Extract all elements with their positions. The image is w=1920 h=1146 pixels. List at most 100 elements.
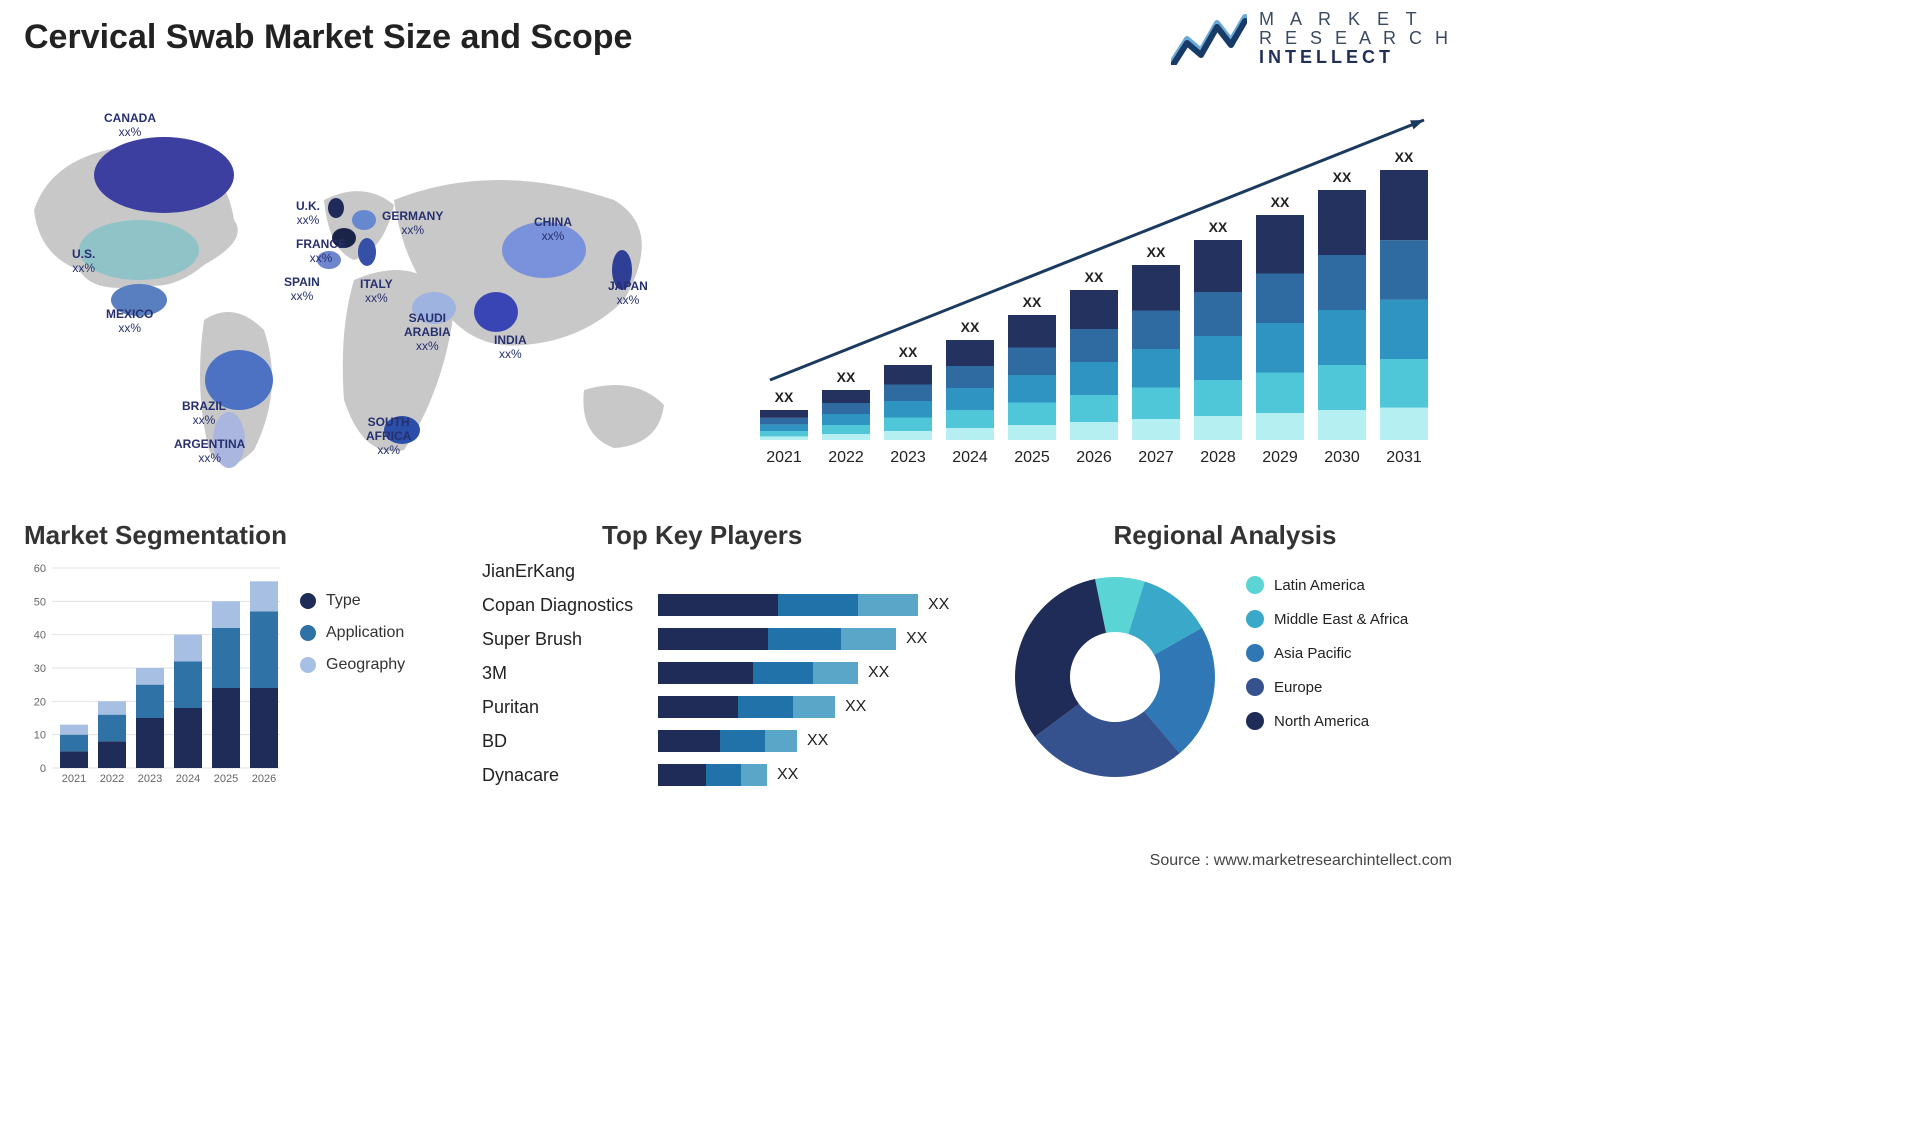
svg-text:XX: XX	[775, 389, 794, 405]
svg-text:2030: 2030	[1324, 449, 1360, 466]
player-name: JianErKang	[482, 561, 658, 582]
svg-text:2025: 2025	[1014, 449, 1050, 466]
players-heading-wrap: Top Key Players	[482, 520, 982, 551]
svg-text:0: 0	[40, 763, 46, 775]
regional-legend: Latin America Middle East & Africa Asia Pa…	[1246, 576, 1408, 746]
legend-label: Asia Pacific	[1274, 645, 1352, 662]
legend-dot-icon	[1246, 644, 1264, 662]
svg-text:2023: 2023	[890, 449, 926, 466]
legend-dot-icon	[1246, 678, 1264, 696]
player-row: Puritan XX	[482, 690, 982, 724]
svg-text:2021: 2021	[766, 449, 802, 466]
segmentation-heading: Market Segmentation	[24, 520, 464, 551]
player-value: XX	[906, 630, 927, 648]
map-label: FRANCExx%	[296, 238, 346, 266]
legend-label: Application	[326, 624, 404, 642]
legend-item: Asia Pacific	[1246, 644, 1408, 662]
map-label: U.S.xx%	[72, 248, 95, 276]
svg-text:2026: 2026	[1076, 449, 1112, 466]
map-label: U.K.xx%	[296, 200, 320, 228]
player-name: Puritan	[482, 697, 658, 718]
svg-text:2029: 2029	[1262, 449, 1298, 466]
logo-mark-icon	[1171, 11, 1247, 65]
regional-heading-wrap: Regional Analysis	[1000, 520, 1450, 551]
map-label: BRAZILxx%	[182, 400, 226, 428]
regional-donut	[1000, 562, 1230, 792]
brand-logo: M A R K E T R E S E A R C H INTELLECT	[1171, 10, 1452, 67]
svg-text:2028: 2028	[1200, 449, 1236, 466]
seg-title: Market Segmentation	[24, 520, 464, 551]
legend-dot-icon	[300, 625, 316, 641]
svg-text:20: 20	[34, 696, 46, 708]
player-row: BD XX	[482, 724, 982, 758]
page-title: Cervical Swab Market Size and Scope	[24, 18, 632, 57]
svg-text:10: 10	[34, 730, 46, 742]
logo-line3: INTELLECT	[1259, 48, 1452, 67]
player-name: Super Brush	[482, 629, 658, 650]
segmentation-chart: 0102030405060202120222023202420252026	[24, 560, 284, 790]
svg-text:XX: XX	[1209, 219, 1228, 235]
svg-text:2021: 2021	[62, 773, 86, 785]
map-label: CANADAxx%	[104, 112, 156, 140]
logo-line2: R E S E A R C H	[1259, 29, 1452, 48]
legend-label: North America	[1274, 713, 1369, 730]
svg-text:30: 30	[34, 663, 46, 675]
player-name: Dynacare	[482, 765, 658, 786]
legend-label: Europe	[1274, 679, 1322, 696]
map-label: JAPANxx%	[608, 280, 648, 308]
legend-label: Geography	[326, 656, 405, 674]
regional-heading: Regional Analysis	[1000, 520, 1450, 551]
player-row: Dynacare XX	[482, 758, 982, 792]
map-label: GERMANYxx%	[382, 210, 443, 238]
legend-item: Latin America	[1246, 576, 1408, 594]
player-value: XX	[928, 596, 949, 614]
svg-text:60: 60	[34, 563, 46, 575]
player-bar	[658, 628, 896, 650]
svg-text:2022: 2022	[100, 773, 124, 785]
player-value: XX	[845, 698, 866, 716]
player-name: BD	[482, 731, 658, 752]
logo-line1: M A R K E T	[1259, 10, 1452, 29]
player-row: 3MXX	[482, 656, 982, 690]
svg-text:XX: XX	[1085, 269, 1104, 285]
player-value: XX	[807, 732, 828, 750]
svg-text:XX: XX	[961, 319, 980, 335]
legend-dot-icon	[1246, 610, 1264, 628]
map-label: SAUDIARABIAxx%	[404, 312, 451, 353]
svg-text:2024: 2024	[176, 773, 200, 785]
player-row: Super Brush XX	[482, 622, 982, 656]
players-list: JianErKangCopan DiagnosticsXXSuper Brush…	[482, 554, 982, 792]
svg-text:40: 40	[34, 630, 46, 642]
svg-text:XX: XX	[837, 369, 856, 385]
legend-dot-icon	[1246, 576, 1264, 594]
legend-item: Middle East & Africa	[1246, 610, 1408, 628]
legend-label: Type	[326, 592, 361, 610]
svg-text:2023: 2023	[138, 773, 162, 785]
player-bar	[658, 696, 835, 718]
svg-text:2031: 2031	[1386, 449, 1422, 466]
svg-text:XX: XX	[1395, 149, 1414, 165]
map-label: CHINAxx%	[534, 216, 572, 244]
player-bar	[658, 662, 858, 684]
svg-text:2024: 2024	[952, 449, 988, 466]
svg-text:XX: XX	[1271, 194, 1290, 210]
player-name: 3M	[482, 663, 658, 684]
svg-text:XX: XX	[1023, 294, 1042, 310]
player-row: JianErKang	[482, 554, 982, 588]
player-row: Copan Diagnostics XX	[482, 588, 982, 622]
player-name: Copan Diagnostics	[482, 595, 658, 616]
map-label: MEXICOxx%	[106, 308, 153, 336]
map-label: ITALYxx%	[360, 278, 393, 306]
player-bar	[658, 764, 767, 786]
player-bar	[658, 730, 797, 752]
legend-dot-icon	[1246, 712, 1264, 730]
players-heading: Top Key Players	[602, 520, 982, 551]
segmentation-legend: Type Application Geography	[300, 592, 405, 688]
svg-text:2025: 2025	[214, 773, 238, 785]
legend-dot-icon	[300, 657, 316, 673]
world-map: CANADAxx%U.S.xx%MEXICOxx%BRAZILxx%ARGENT…	[24, 90, 704, 490]
player-value: XX	[777, 766, 798, 784]
map-label: SPAINxx%	[284, 276, 320, 304]
legend-dot-icon	[300, 593, 316, 609]
legend-item: Geography	[300, 656, 405, 674]
